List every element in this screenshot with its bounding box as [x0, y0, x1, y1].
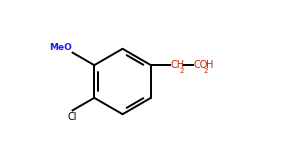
- Text: CO: CO: [194, 60, 208, 70]
- Text: 2: 2: [203, 67, 208, 74]
- Text: MeO: MeO: [49, 43, 72, 52]
- Text: 2: 2: [180, 67, 184, 74]
- Text: Cl: Cl: [68, 112, 77, 122]
- Text: CH: CH: [170, 60, 185, 70]
- Text: H: H: [206, 60, 213, 70]
